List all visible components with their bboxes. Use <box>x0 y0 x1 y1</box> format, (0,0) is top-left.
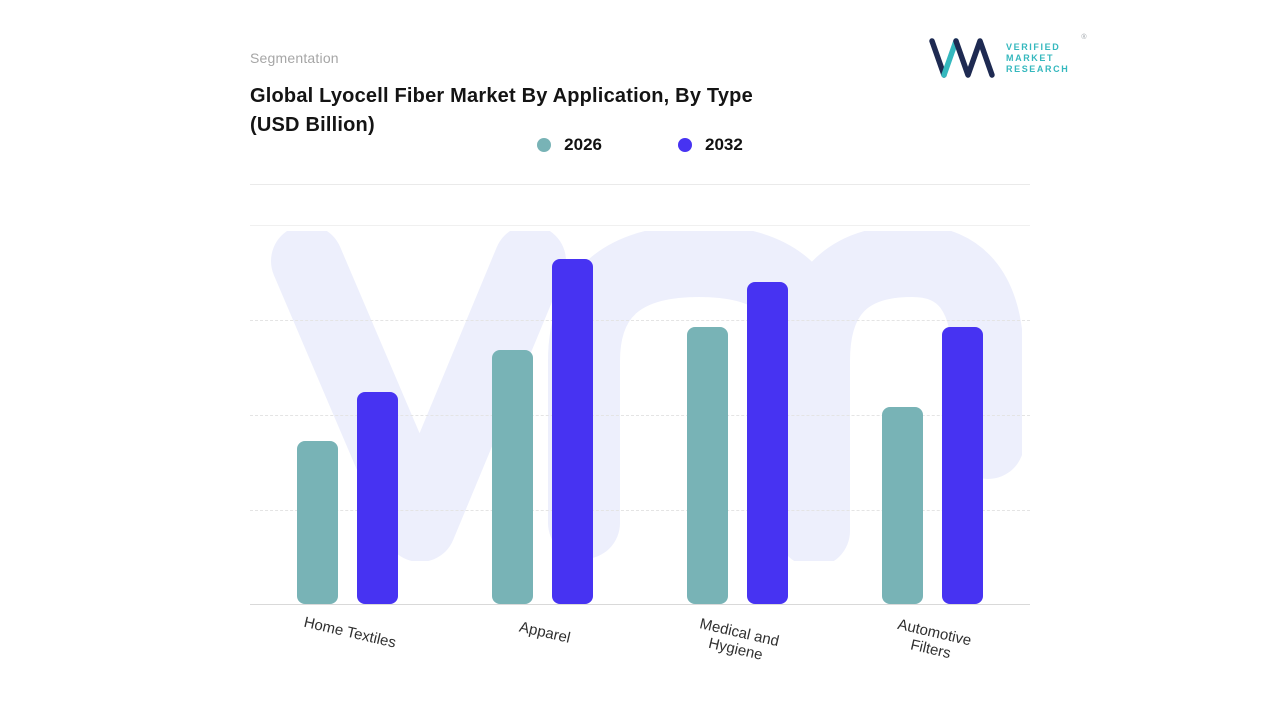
chart-title-line1: Global Lyocell Fiber Market By Applicati… <box>250 85 753 107</box>
bar-2032-medical-and-hygiene[interactable] <box>747 282 788 604</box>
legend-label-2026: 2026 <box>564 135 602 154</box>
x-axis-label-cell: Medical and Hygiene <box>640 615 835 663</box>
gridline-25 <box>250 510 1030 511</box>
legend-marker-2032 <box>678 138 692 152</box>
gridline-top <box>250 225 1030 226</box>
segmentation-label: Segmentation <box>250 50 339 66</box>
bar-2026-automotive-filters[interactable] <box>882 407 923 604</box>
bar-2032-apparel[interactable] <box>552 259 593 604</box>
bar-group-automotive-filters <box>835 225 1030 604</box>
x-axis-label-apparel: Apparel <box>517 618 572 647</box>
logo-line-research: RESEARCH <box>1006 63 1070 74</box>
bar-2026-home-textiles[interactable] <box>297 441 338 604</box>
x-axis-label-cell: Apparel <box>445 619 640 658</box>
legend-item-2026[interactable]: 2026 <box>537 135 602 155</box>
bar-group-apparel <box>445 225 640 604</box>
bar-group-medical-and-hygiene <box>640 225 835 604</box>
chart-title: Global Lyocell Fiber Market By Applicati… <box>250 82 890 140</box>
x-axis-label-cell: Home Textiles <box>250 614 445 658</box>
plot-area <box>250 225 1030 605</box>
bar-2026-apparel[interactable] <box>492 350 533 604</box>
legend: 2026 2032 <box>250 135 1030 155</box>
logo-line-verified: VERIFIED <box>1006 41 1061 52</box>
x-axis-label-medical-and-hygiene: Medical and Hygiene <box>698 615 781 664</box>
header-divider <box>250 184 1030 185</box>
vmr-logo: VERIFIED MARKET RESEARCH ® <box>928 34 1087 80</box>
chart-title-line2: (USD Billion) <box>250 114 375 136</box>
bar-2032-automotive-filters[interactable] <box>942 327 983 604</box>
legend-label-2032: 2032 <box>705 135 743 154</box>
vmr-logo-text: VERIFIED MARKET RESEARCH <box>1006 42 1069 75</box>
x-axis-label-home-textiles: Home Textiles <box>301 613 398 652</box>
x-axis-label-cell: Automotive Filters <box>835 616 1030 662</box>
x-axis-label-automotive-filters: Automotive Filters <box>895 615 973 663</box>
bar-group-home-textiles <box>250 225 445 604</box>
legend-marker-2026 <box>537 138 552 152</box>
x-axis-line <box>250 604 1030 605</box>
registered-trademark-symbol: ® <box>1081 34 1087 41</box>
gridline-50 <box>250 415 1030 416</box>
x-axis-labels: Home Textiles Apparel Medical and Hygiene Au… <box>250 614 1030 664</box>
vmr-monogram-icon <box>929 38 995 78</box>
bar-2032-home-textiles[interactable] <box>357 392 398 604</box>
bar-series-container <box>250 225 1030 604</box>
logo-line-market: MARKET <box>1006 52 1055 63</box>
legend-item-2032[interactable]: 2032 <box>678 135 743 155</box>
gridline-75 <box>250 320 1030 321</box>
bar-2026-medical-and-hygiene[interactable] <box>687 327 728 604</box>
